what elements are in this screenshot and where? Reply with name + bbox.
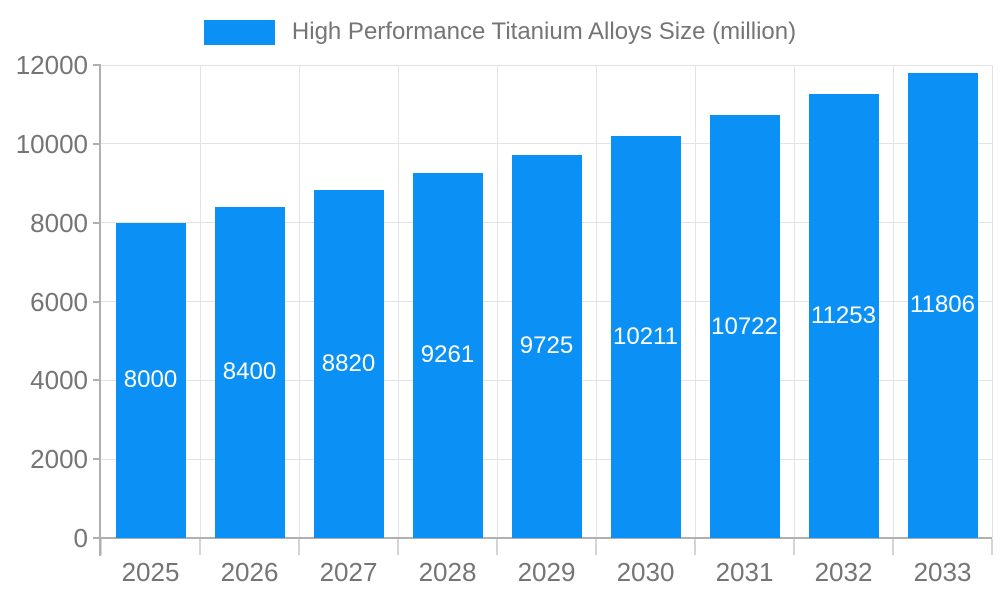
- y-tick-mark: [93, 221, 101, 224]
- x-tick-label: 2032: [814, 557, 873, 587]
- y-tick-mark: [93, 300, 101, 303]
- legend-item[interactable]: High Performance Titanium Alloys Size (m…: [0, 18, 1000, 46]
- bar-2025: 8000: [115, 222, 186, 538]
- x-tick-label: 2025: [121, 557, 180, 587]
- x-tick-mark: [892, 539, 894, 555]
- x-axis-line: [99, 537, 992, 539]
- v-gridline: [694, 65, 696, 538]
- x-tick-label: 2030: [616, 557, 675, 587]
- v-gridline: [991, 65, 993, 538]
- legend-swatch: [203, 19, 275, 45]
- y-tick-mark: [93, 537, 101, 539]
- y-tick-mark: [93, 458, 101, 461]
- y-axis-line: [99, 65, 101, 556]
- x-tick-mark: [100, 539, 102, 555]
- x-tick-label: 2029: [517, 557, 576, 587]
- v-gridline: [397, 65, 399, 538]
- y-tick-label: 8000: [30, 207, 88, 238]
- bar-value-label: 10722: [711, 312, 778, 340]
- x-tick-label: 2031: [715, 557, 774, 587]
- bar-2033: 11806: [907, 72, 978, 538]
- x-tick-label: 2033: [913, 557, 972, 587]
- bar-value-label: 9261: [420, 341, 475, 369]
- v-gridline: [496, 65, 498, 538]
- bar-2026: 8400: [214, 206, 285, 538]
- bar-value-label: 11806: [910, 291, 975, 319]
- bar-value-label: 11253: [811, 302, 876, 330]
- x-tick-label: 2026: [220, 557, 279, 587]
- y-tick-mark: [93, 142, 101, 145]
- v-gridline: [298, 65, 300, 538]
- bar-2032: 11253: [808, 94, 879, 538]
- y-tick-label: 4000: [30, 365, 88, 396]
- y-tick-label: 6000: [30, 286, 88, 317]
- h-gridline: [101, 143, 992, 145]
- x-tick-mark: [199, 539, 201, 555]
- bar-2031: 10722: [709, 115, 780, 538]
- y-tick-mark: [93, 64, 101, 66]
- x-tick-mark: [991, 539, 993, 555]
- bar-2030: 10211: [610, 135, 681, 538]
- bar-value-label: 9725: [519, 332, 574, 360]
- v-gridline: [595, 65, 597, 538]
- v-gridline: [199, 65, 201, 538]
- x-tick-label: 2027: [319, 557, 378, 587]
- bar-value-label: 8400: [222, 358, 277, 386]
- y-tick-label: 0: [73, 523, 88, 553]
- x-tick-mark: [694, 539, 696, 555]
- v-gridline: [892, 65, 894, 538]
- x-tick-mark: [397, 539, 399, 555]
- x-tick-label: 2028: [418, 557, 477, 587]
- bar-2029: 9725: [511, 154, 582, 538]
- legend-label: High Performance Titanium Alloys Size (m…: [291, 18, 797, 45]
- h-gridline: [101, 64, 992, 66]
- y-tick-mark: [93, 379, 101, 382]
- y-tick-label: 2000: [30, 444, 88, 475]
- bar-2028: 9261: [412, 172, 483, 538]
- bar-value-label: 10211: [613, 322, 678, 350]
- x-tick-mark: [496, 539, 498, 555]
- bar-value-label: 8000: [123, 366, 178, 394]
- bar-value-label: 8820: [321, 350, 376, 378]
- y-tick-label: 12000: [15, 50, 88, 80]
- x-tick-mark: [298, 539, 300, 555]
- x-tick-mark: [793, 539, 795, 555]
- x-tick-mark: [595, 539, 597, 555]
- bar-2027: 8820: [313, 190, 384, 538]
- y-tick-label: 10000: [15, 128, 88, 159]
- v-gridline: [793, 65, 795, 538]
